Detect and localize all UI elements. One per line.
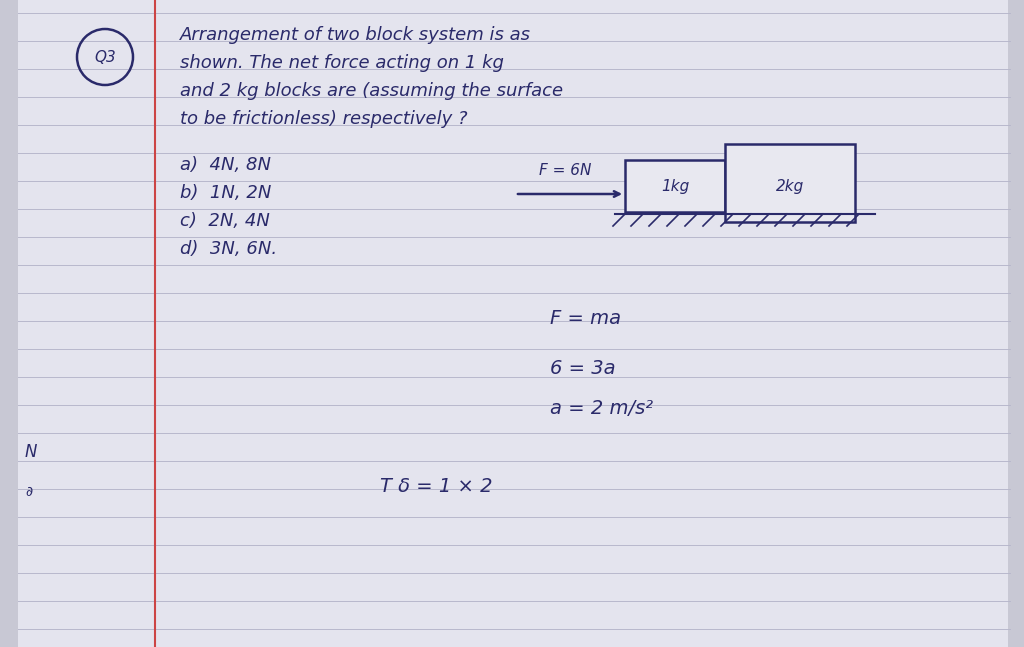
Text: 1kg: 1kg <box>660 179 689 193</box>
Text: a)  4N, 8N: a) 4N, 8N <box>180 156 271 174</box>
Text: F = 6N: F = 6N <box>539 162 591 177</box>
Text: to be frictionless) respectively ?: to be frictionless) respectively ? <box>180 110 468 128</box>
Text: ∂: ∂ <box>25 485 32 499</box>
Text: F = ma: F = ma <box>550 309 622 329</box>
Text: c)  2N, 4N: c) 2N, 4N <box>180 212 270 230</box>
Text: shown. The net force acting on 1 kg: shown. The net force acting on 1 kg <box>180 54 504 72</box>
Text: 6 = 3a: 6 = 3a <box>550 360 615 378</box>
Text: and 2 kg blocks are (assuming the surface: and 2 kg blocks are (assuming the surfac… <box>180 82 563 100</box>
Text: Arrangement of two block system is as: Arrangement of two block system is as <box>180 26 531 44</box>
Text: Q3: Q3 <box>94 50 116 65</box>
Text: N: N <box>25 443 37 461</box>
Bar <box>625 160 725 212</box>
Text: b)  1N, 2N: b) 1N, 2N <box>180 184 271 202</box>
Text: T δ = 1 × 2: T δ = 1 × 2 <box>380 477 493 496</box>
Text: 2kg: 2kg <box>776 179 804 193</box>
Text: a = 2 m/s²: a = 2 m/s² <box>550 399 653 419</box>
Bar <box>725 144 855 222</box>
Text: d)  3N, 6N.: d) 3N, 6N. <box>180 240 278 258</box>
